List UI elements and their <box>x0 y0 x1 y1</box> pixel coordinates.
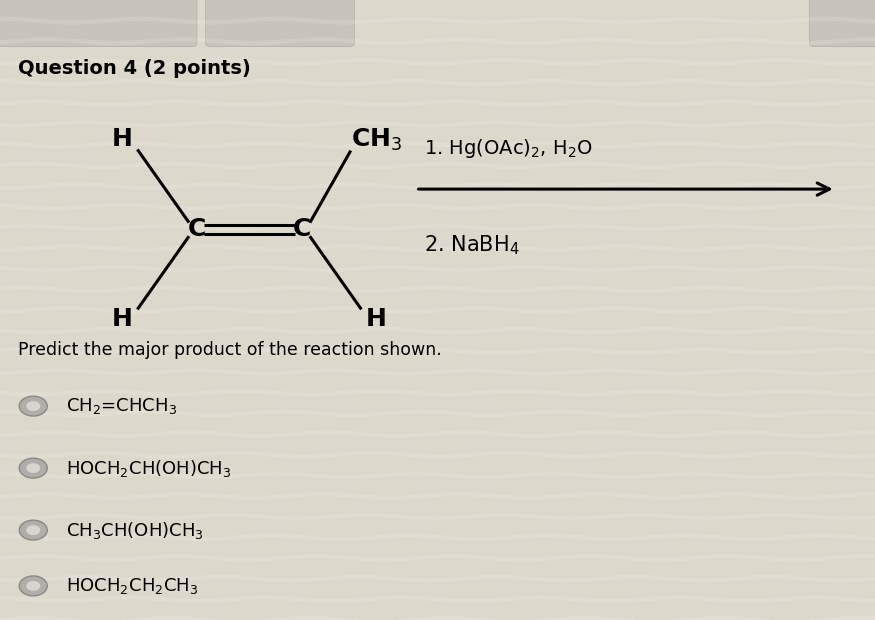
Circle shape <box>26 463 40 473</box>
FancyBboxPatch shape <box>206 0 354 46</box>
Text: Predict the major product of the reaction shown.: Predict the major product of the reactio… <box>18 341 441 360</box>
Text: C: C <box>292 218 311 241</box>
Text: Question 4 (2 points): Question 4 (2 points) <box>18 59 250 78</box>
Circle shape <box>26 581 40 591</box>
Circle shape <box>19 458 47 478</box>
Text: H: H <box>112 128 133 151</box>
Text: 2. NaBH$_4$: 2. NaBH$_4$ <box>424 233 520 257</box>
Text: H: H <box>112 308 133 331</box>
Text: 1. Hg(OAc)$_2$, H$_2$O: 1. Hg(OAc)$_2$, H$_2$O <box>424 137 593 161</box>
Circle shape <box>26 525 40 535</box>
Text: H: H <box>366 308 387 331</box>
Text: CH$_2$=CHCH$_3$: CH$_2$=CHCH$_3$ <box>66 396 177 416</box>
Text: C: C <box>188 218 206 241</box>
Text: HOCH$_2$CH$_2$CH$_3$: HOCH$_2$CH$_2$CH$_3$ <box>66 576 198 596</box>
FancyBboxPatch shape <box>0 0 197 46</box>
Text: CH$_3$CH(OH)CH$_3$: CH$_3$CH(OH)CH$_3$ <box>66 520 204 541</box>
Text: CH$_3$: CH$_3$ <box>351 126 402 153</box>
FancyBboxPatch shape <box>809 0 875 46</box>
Text: HOCH$_2$CH(OH)CH$_3$: HOCH$_2$CH(OH)CH$_3$ <box>66 458 231 479</box>
Circle shape <box>19 396 47 416</box>
Circle shape <box>19 520 47 540</box>
Circle shape <box>26 401 40 411</box>
Circle shape <box>19 576 47 596</box>
